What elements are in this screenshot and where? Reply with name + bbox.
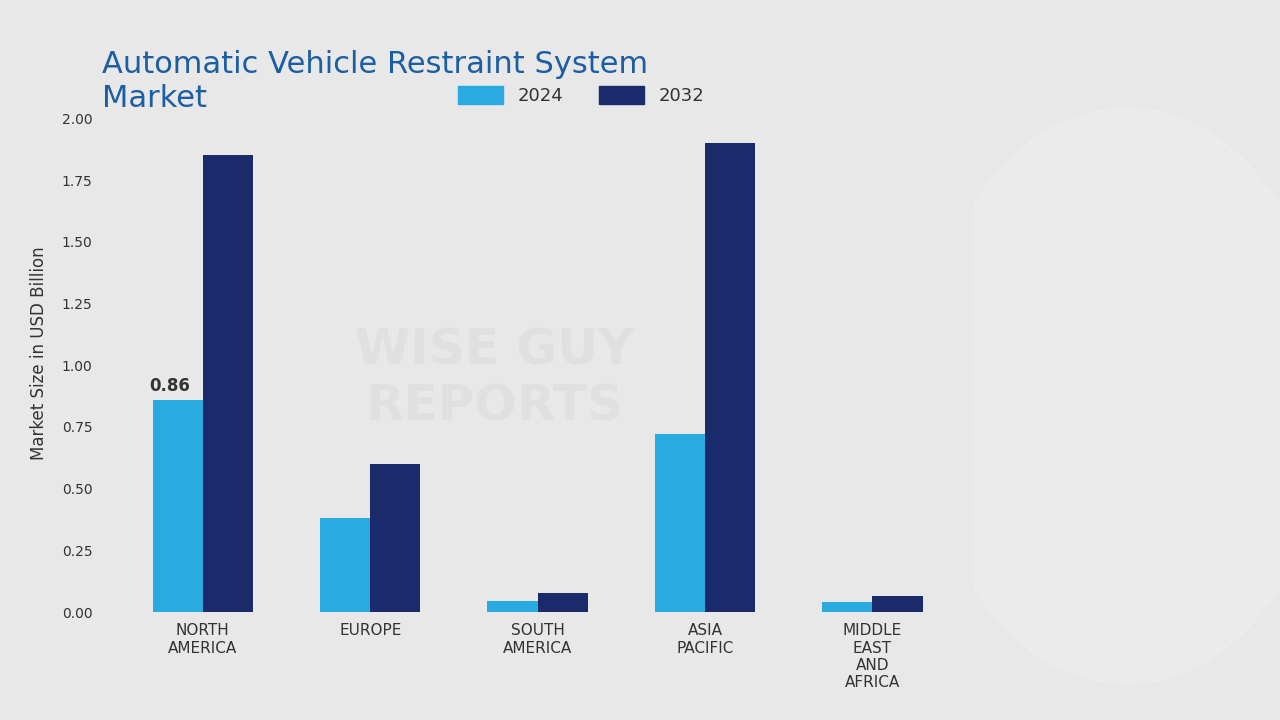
- Legend: 2024, 2032: 2024, 2032: [449, 77, 713, 114]
- Text: WISE GUY
REPORTS: WISE GUY REPORTS: [355, 327, 634, 431]
- Bar: [538, 593, 588, 612]
- Bar: [202, 156, 253, 612]
- Bar: [152, 400, 202, 612]
- Bar: [320, 518, 370, 612]
- Bar: [488, 601, 538, 612]
- Text: 0.86: 0.86: [148, 377, 189, 395]
- Text: Automatic Vehicle Restraint System
Market: Automatic Vehicle Restraint System Marke…: [102, 50, 649, 113]
- Bar: [655, 434, 705, 612]
- Bar: [873, 596, 923, 612]
- Bar: [370, 464, 420, 612]
- Y-axis label: Market Size in USD Billion: Market Size in USD Billion: [29, 246, 49, 459]
- Bar: [705, 143, 755, 612]
- Bar: [822, 602, 873, 612]
